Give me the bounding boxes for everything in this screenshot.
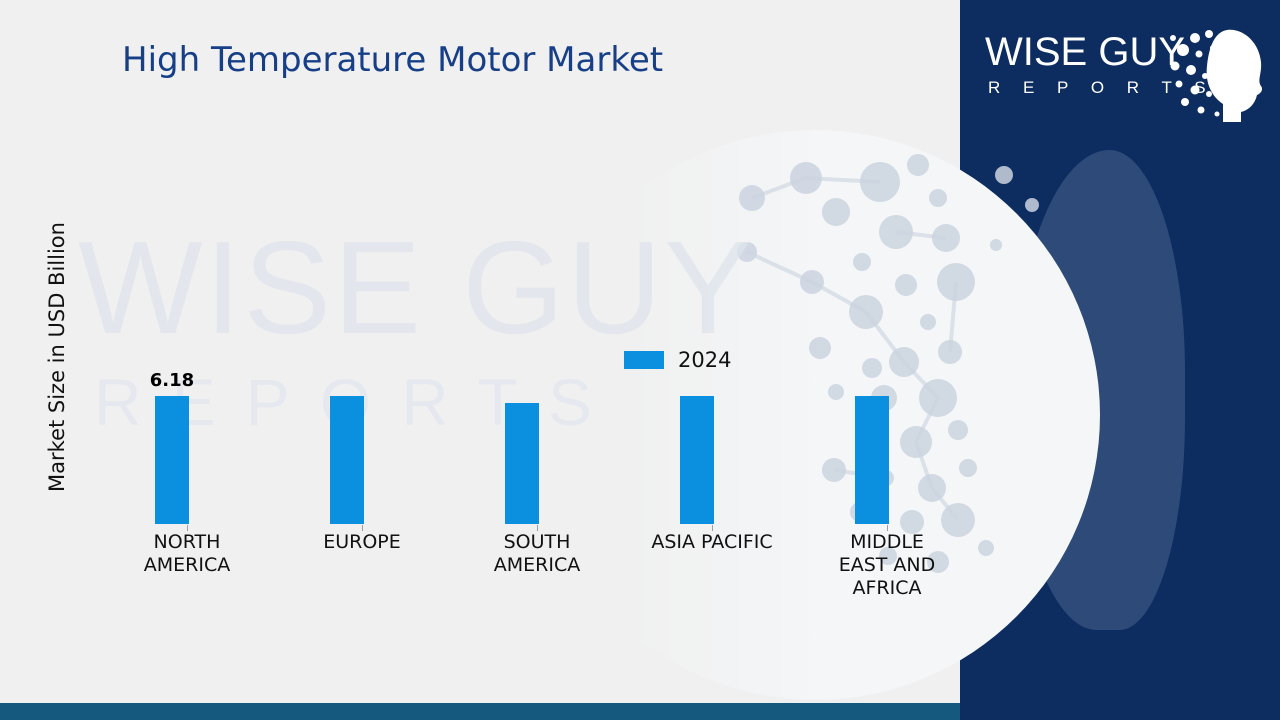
logo-wordmark-primary: WISE GUY: [985, 30, 1186, 74]
x-tick-0: [187, 525, 188, 531]
logo-face-icon: [1170, 29, 1263, 123]
x-tick-2: [537, 525, 538, 531]
bar-asia-pacific[interactable]: [680, 396, 714, 524]
x-label-europe: EUROPE: [323, 531, 401, 553]
x-label-south-america: SOUTH AMERICA: [493, 531, 581, 576]
left-background-block: [0, 0, 640, 720]
bar-north-america[interactable]: [155, 396, 189, 524]
chart-title: High Temperature Motor Market: [122, 40, 664, 80]
legend-swatch-2024: [624, 351, 664, 369]
bottom-accent-strip: [0, 703, 960, 720]
x-tick-1: [362, 525, 363, 531]
chart-legend: 2024: [624, 348, 731, 372]
x-label-asia-pacific: ASIA PACIFIC: [651, 531, 773, 553]
x-label-middle-east-and-africa: MIDDLE EAST AND AFRICA: [838, 531, 936, 599]
logo-wordmark-secondary: R E P O R T S: [988, 78, 1215, 97]
x-tick-4: [887, 525, 888, 531]
x-axis-baseline: [130, 524, 920, 525]
plot-area: 6.18 NORTH AMERICA EUROPE SOUTH AMERICA …: [130, 348, 936, 599]
bar-europe[interactable]: [330, 396, 364, 524]
bar-value-label-north-america: 6.18: [149, 370, 195, 391]
bar-middle-east-and-africa[interactable]: [855, 396, 889, 524]
x-label-north-america: NORTH AMERICA: [143, 531, 231, 576]
brand-logo: WISE GUY R E P O R T S: [980, 28, 1270, 123]
bar-south-america[interactable]: [505, 403, 539, 524]
legend-label-2024: 2024: [678, 348, 732, 372]
x-tick-3: [712, 525, 713, 531]
